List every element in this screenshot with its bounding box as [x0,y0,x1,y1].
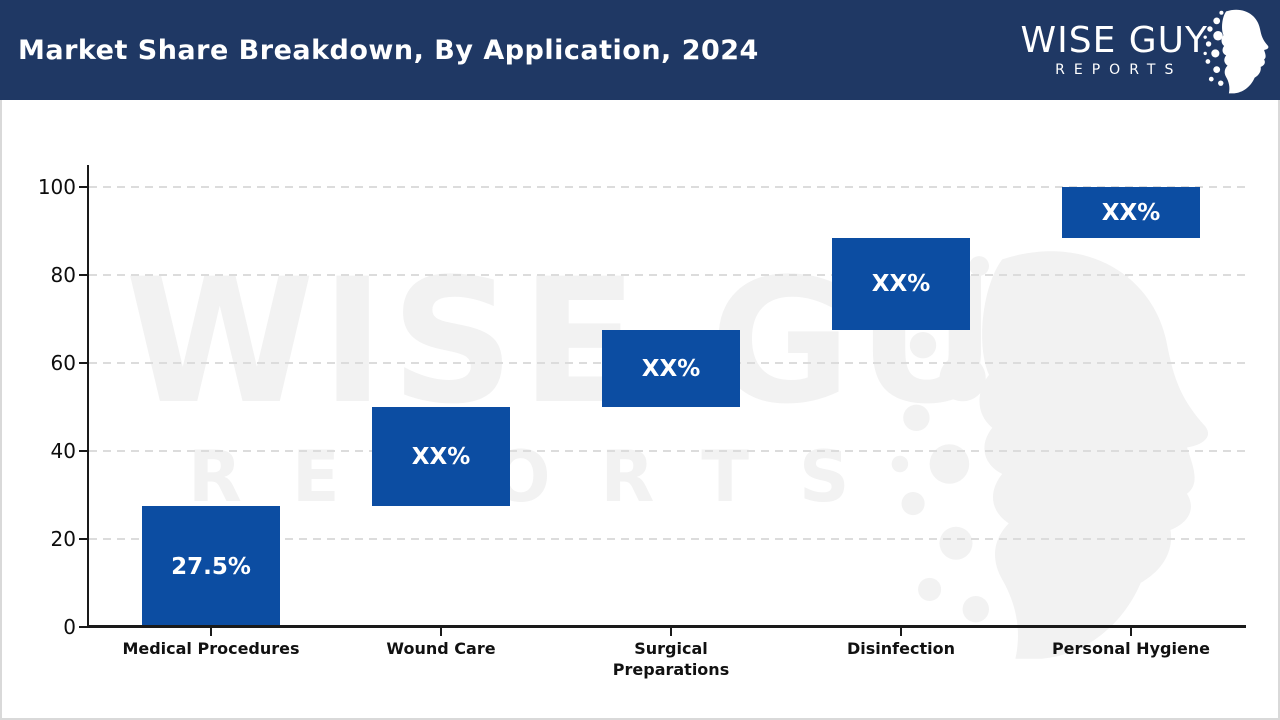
y-tick-label: 80 [50,263,76,287]
gridline [89,450,1246,452]
bar [832,238,970,330]
category-label: Surgical Preparations [612,639,730,679]
bottom-border [0,718,1280,720]
y-tick [79,450,87,452]
category-label: Medical Procedures [122,639,300,658]
bar-value-label: 27.5% [171,553,251,580]
y-tick-label: 40 [50,439,76,463]
bar-value-label: XX% [411,443,471,470]
y-tick [79,538,87,540]
bar-value-label: XX% [871,271,931,297]
bar-value-label: XX% [641,355,701,382]
right-border [1278,100,1280,720]
bar-value-label: XX% [1101,199,1161,226]
x-tick [1130,628,1132,636]
x-tick [440,628,442,636]
header-bar: Market Share Breakdown, By Application, … [0,0,1280,100]
y-tick [79,362,87,364]
y-tick [79,186,87,188]
gridline [89,186,1246,188]
brand-name: WISE GUY [1020,20,1208,61]
y-tick-label: 0 [63,615,76,639]
bar [1062,187,1200,238]
gridline [89,274,1246,276]
category-label: Personal Hygiene [1051,639,1211,658]
face-profile-icon [1203,9,1269,94]
x-tick [210,628,212,636]
y-tick-label: 100 [37,175,76,199]
category-label: Wound Care [386,639,496,658]
category-label: Disinfection [847,639,955,658]
watermark-text-line2: REPORTS [188,436,900,518]
y-tick-label: 20 [50,527,76,551]
x-axis-line [87,625,1246,628]
bar [602,330,740,407]
page-title: Market Share Breakdown, By Application, … [18,34,759,66]
brand-logo: WISE GUY REPORTS [1021,6,1280,94]
left-border [0,100,2,720]
brand-subname: REPORTS [1055,62,1183,78]
bar [372,407,510,506]
brand-logo-text: WISE GUY REPORTS [1020,20,1209,79]
watermark-face-icon [891,251,1209,659]
y-tick [79,626,87,628]
gridline [89,538,1246,540]
bar [142,506,280,627]
x-tick [900,628,902,636]
y-axis-line [87,165,89,628]
y-tick-label: 60 [50,351,76,375]
x-tick [670,628,672,636]
y-tick [79,274,87,276]
